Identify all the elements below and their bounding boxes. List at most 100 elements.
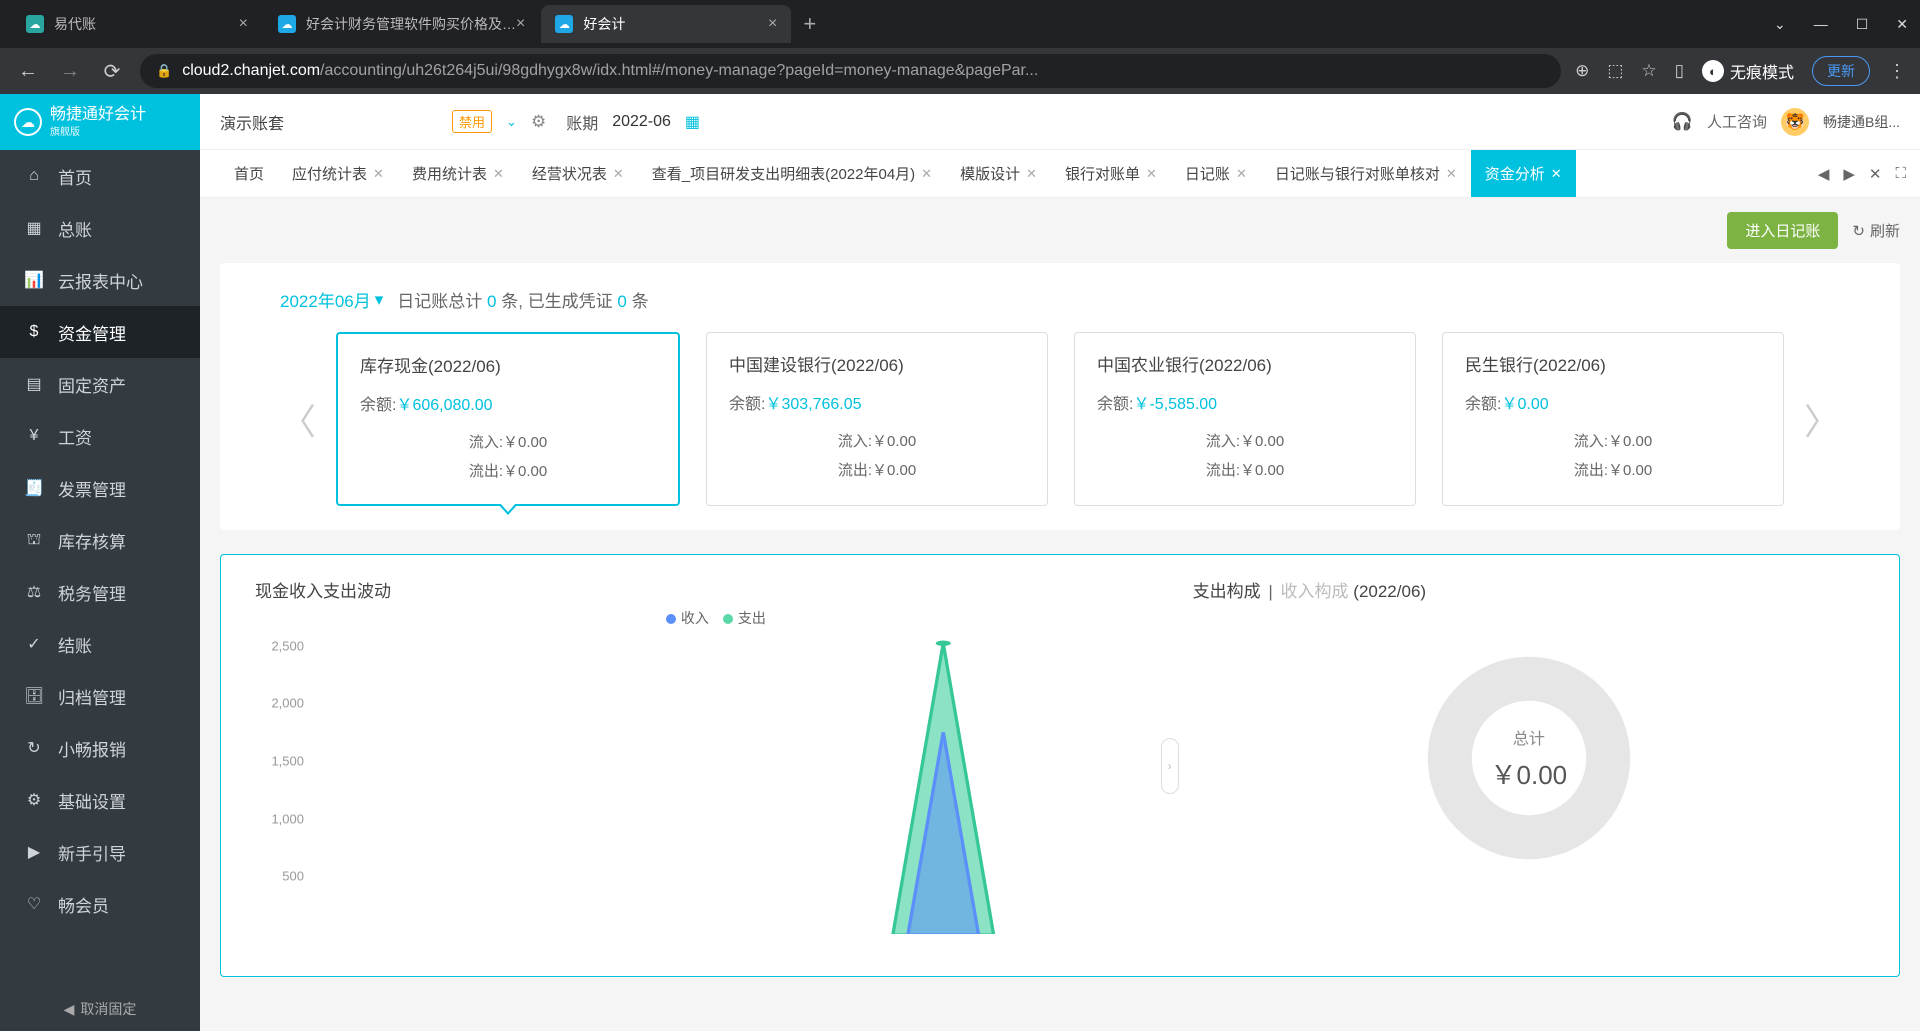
browser-tab[interactable]: ☁好会计财务管理软件购买价格及…× — [264, 5, 539, 43]
window-caret-icon[interactable]: ⌄ — [1774, 16, 1786, 33]
sidebar-item[interactable]: 🧾发票管理 — [0, 462, 200, 514]
refresh-button[interactable]: ↻ 刷新 — [1852, 220, 1900, 241]
sidebar-item[interactable]: ¥工资 — [0, 410, 200, 462]
page-tab[interactable]: 资金分析 ✕ — [1471, 150, 1576, 197]
card-title: 民生银行(2022/06) — [1465, 351, 1761, 376]
card-flows: 流入:￥0.00流出:￥0.00 — [1465, 428, 1761, 485]
page-tab-close-icon[interactable]: ✕ — [373, 166, 384, 182]
enter-journal-button[interactable]: 进入日记账 — [1727, 212, 1838, 249]
card-title: 中国农业银行(2022/06) — [1097, 351, 1393, 376]
translate-icon[interactable]: ⬚ — [1607, 61, 1623, 81]
tabs-scroll-right-icon[interactable]: ▶ — [1843, 165, 1855, 183]
tab-favicon: ☁ — [26, 15, 44, 33]
support-icon[interactable]: 🎧 — [1672, 112, 1693, 132]
browser-tab[interactable]: ☁易代账× — [12, 5, 262, 43]
sidebar-item-icon: ⌂ — [24, 167, 44, 185]
page-tab-label: 模版设计 — [960, 163, 1020, 184]
reload-button[interactable]: ⟳ — [98, 59, 126, 84]
income-composition-toggle[interactable]: 收入构成 — [1281, 582, 1349, 601]
new-tab-button[interactable]: + — [803, 11, 816, 37]
account-card[interactable]: 中国建设银行(2022/06)余额:￥303,766.05流入:￥0.00流出:… — [706, 332, 1048, 506]
page-tab[interactable]: 首页 — [220, 150, 278, 197]
user-name[interactable]: 畅捷通B组... — [1823, 112, 1900, 132]
sidebar-item[interactable]: ✓结账 — [0, 618, 200, 670]
tab-close-icon[interactable]: × — [239, 15, 248, 33]
page-tab-close-icon[interactable]: ✕ — [1146, 166, 1157, 182]
sidebar-item[interactable]: 📊云报表中心 — [0, 254, 200, 306]
support-label[interactable]: 人工咨询 — [1707, 111, 1767, 132]
page-tab-label: 日记账 — [1185, 163, 1230, 184]
sidebar-item[interactable]: ⌂首页 — [0, 150, 200, 202]
app-logo[interactable]: ☁ 畅捷通好会计 旗舰版 — [0, 94, 200, 150]
window-minimize-icon[interactable]: — — [1814, 16, 1828, 33]
page-tab[interactable]: 查看_项目研发支出明细表(2022年04月)✕ — [638, 150, 946, 197]
window-close-icon[interactable]: ✕ — [1896, 16, 1908, 33]
sidebar: ☁ 畅捷通好会计 旗舰版 ⌂首页▦总账📊云报表中心$资金管理▤固定资产¥工资🧾发… — [0, 94, 200, 1031]
page-tab[interactable]: 费用统计表✕ — [398, 150, 518, 197]
settings-icon[interactable]: ⚙ — [531, 112, 546, 132]
sidebar-item[interactable]: ▤固定资产 — [0, 358, 200, 410]
page-tab[interactable]: 应付统计表✕ — [278, 150, 398, 197]
page-tab[interactable]: 模版设计 ✕ — [946, 150, 1051, 197]
sidebar-item[interactable]: ⛫库存核算 — [0, 514, 200, 566]
page-tab-label: 资金分析 — [1485, 163, 1545, 184]
tabs-scroll-left-icon[interactable]: ◀ — [1818, 165, 1830, 183]
chart-collapse-handle[interactable]: › — [1161, 738, 1179, 794]
tab-title: 好会计 — [583, 14, 625, 34]
tabs-close-all-icon[interactable]: ✕ — [1869, 165, 1882, 183]
page-tab-close-icon[interactable]: ✕ — [921, 166, 932, 182]
page-tab[interactable]: 银行对账单✕ — [1051, 150, 1171, 197]
sidebar-item-icon: ♡ — [24, 894, 44, 914]
cards-prev-icon[interactable]: 〈 — [280, 393, 316, 445]
reading-list-icon[interactable]: ▯ — [1675, 61, 1684, 81]
card-title: 中国建设银行(2022/06) — [729, 351, 1025, 376]
sidebar-item[interactable]: 🗄归档管理 — [0, 670, 200, 722]
page-tab[interactable]: 经营状况表✕ — [518, 150, 638, 197]
sidebar-item-label: 新手引导 — [58, 840, 126, 865]
tab-close-icon[interactable]: × — [516, 15, 525, 33]
sidebar-unpin[interactable]: ◀ 取消固定 — [0, 987, 200, 1031]
page-tab[interactable]: 日记账 ✕ — [1171, 150, 1261, 197]
back-button[interactable]: ← — [14, 60, 42, 83]
fullscreen-icon[interactable]: ⛶ — [1895, 165, 1906, 182]
tab-close-icon[interactable]: × — [768, 15, 777, 33]
sidebar-item[interactable]: ↻小畅报销 — [0, 722, 200, 774]
sidebar-item[interactable]: ♡畅会员 — [0, 878, 200, 930]
window-maximize-icon[interactable]: ☐ — [1856, 16, 1869, 33]
page-tab-close-icon[interactable]: ✕ — [1236, 166, 1247, 182]
user-avatar[interactable]: 🐯 — [1781, 108, 1809, 136]
page-tab-label: 日记账与银行对账单核对 — [1275, 163, 1440, 184]
page-tab[interactable]: 日记账与银行对账单核对 ✕ — [1261, 150, 1471, 197]
page-tab-close-icon[interactable]: ✕ — [1551, 166, 1562, 182]
card-flows: 流入:￥0.00流出:￥0.00 — [729, 428, 1025, 485]
tabs-controls: ◀ ▶ ✕ ⛶ — [1804, 150, 1920, 197]
page-tab-close-icon[interactable]: ✕ — [493, 166, 504, 182]
update-button[interactable]: 更新 — [1812, 56, 1870, 86]
period-selector[interactable]: 2022年06月 ▾ — [280, 287, 383, 312]
sidebar-item[interactable]: ⚙基础设置 — [0, 774, 200, 826]
forward-button[interactable]: → — [56, 60, 84, 83]
page-tab-close-icon[interactable]: ✕ — [613, 166, 624, 182]
chart-legend: 收入支出 — [255, 608, 1163, 628]
account-card[interactable]: 中国农业银行(2022/06)余额:￥-5,585.00流入:￥0.00流出:￥… — [1074, 332, 1416, 506]
account-name[interactable]: 演示账套 — [220, 110, 284, 134]
browser-menu-icon[interactable]: ⋮ — [1888, 61, 1906, 82]
cards-next-icon[interactable]: 〉 — [1804, 393, 1840, 445]
page-tab-close-icon[interactable]: ✕ — [1026, 166, 1037, 182]
calendar-icon[interactable]: ▦ — [685, 112, 700, 132]
period-value[interactable]: 2022-06 — [612, 113, 671, 131]
bookmark-icon[interactable]: ☆ — [1641, 61, 1656, 81]
sidebar-item-icon: ⛫ — [24, 530, 44, 550]
zoom-icon[interactable]: ⊕ — [1575, 61, 1589, 81]
address-bar[interactable]: 🔒 cloud2.chanjet.com/accounting/uh26t264… — [140, 54, 1561, 88]
sidebar-item[interactable]: ⚖税务管理 — [0, 566, 200, 618]
sidebar-item[interactable]: $资金管理 — [0, 306, 200, 358]
account-card[interactable]: 库存现金(2022/06)余额:￥606,080.00流入:￥0.00流出:￥0… — [336, 332, 680, 506]
page-tab-close-icon[interactable]: ✕ — [1446, 166, 1457, 182]
account-card[interactable]: 民生银行(2022/06)余额:￥0.00流入:￥0.00流出:￥0.00 — [1442, 332, 1784, 506]
summary-panel: 2022年06月 ▾ 日记账总计 0 条, 已生成凭证 0 条 〈 库存现金(2… — [220, 263, 1900, 530]
sidebar-item[interactable]: ▦总账 — [0, 202, 200, 254]
browser-tab[interactable]: ☁好会计× — [541, 5, 791, 43]
account-dropdown-icon[interactable]: ⌄ — [506, 114, 517, 130]
sidebar-item[interactable]: ▶新手引导 — [0, 826, 200, 878]
